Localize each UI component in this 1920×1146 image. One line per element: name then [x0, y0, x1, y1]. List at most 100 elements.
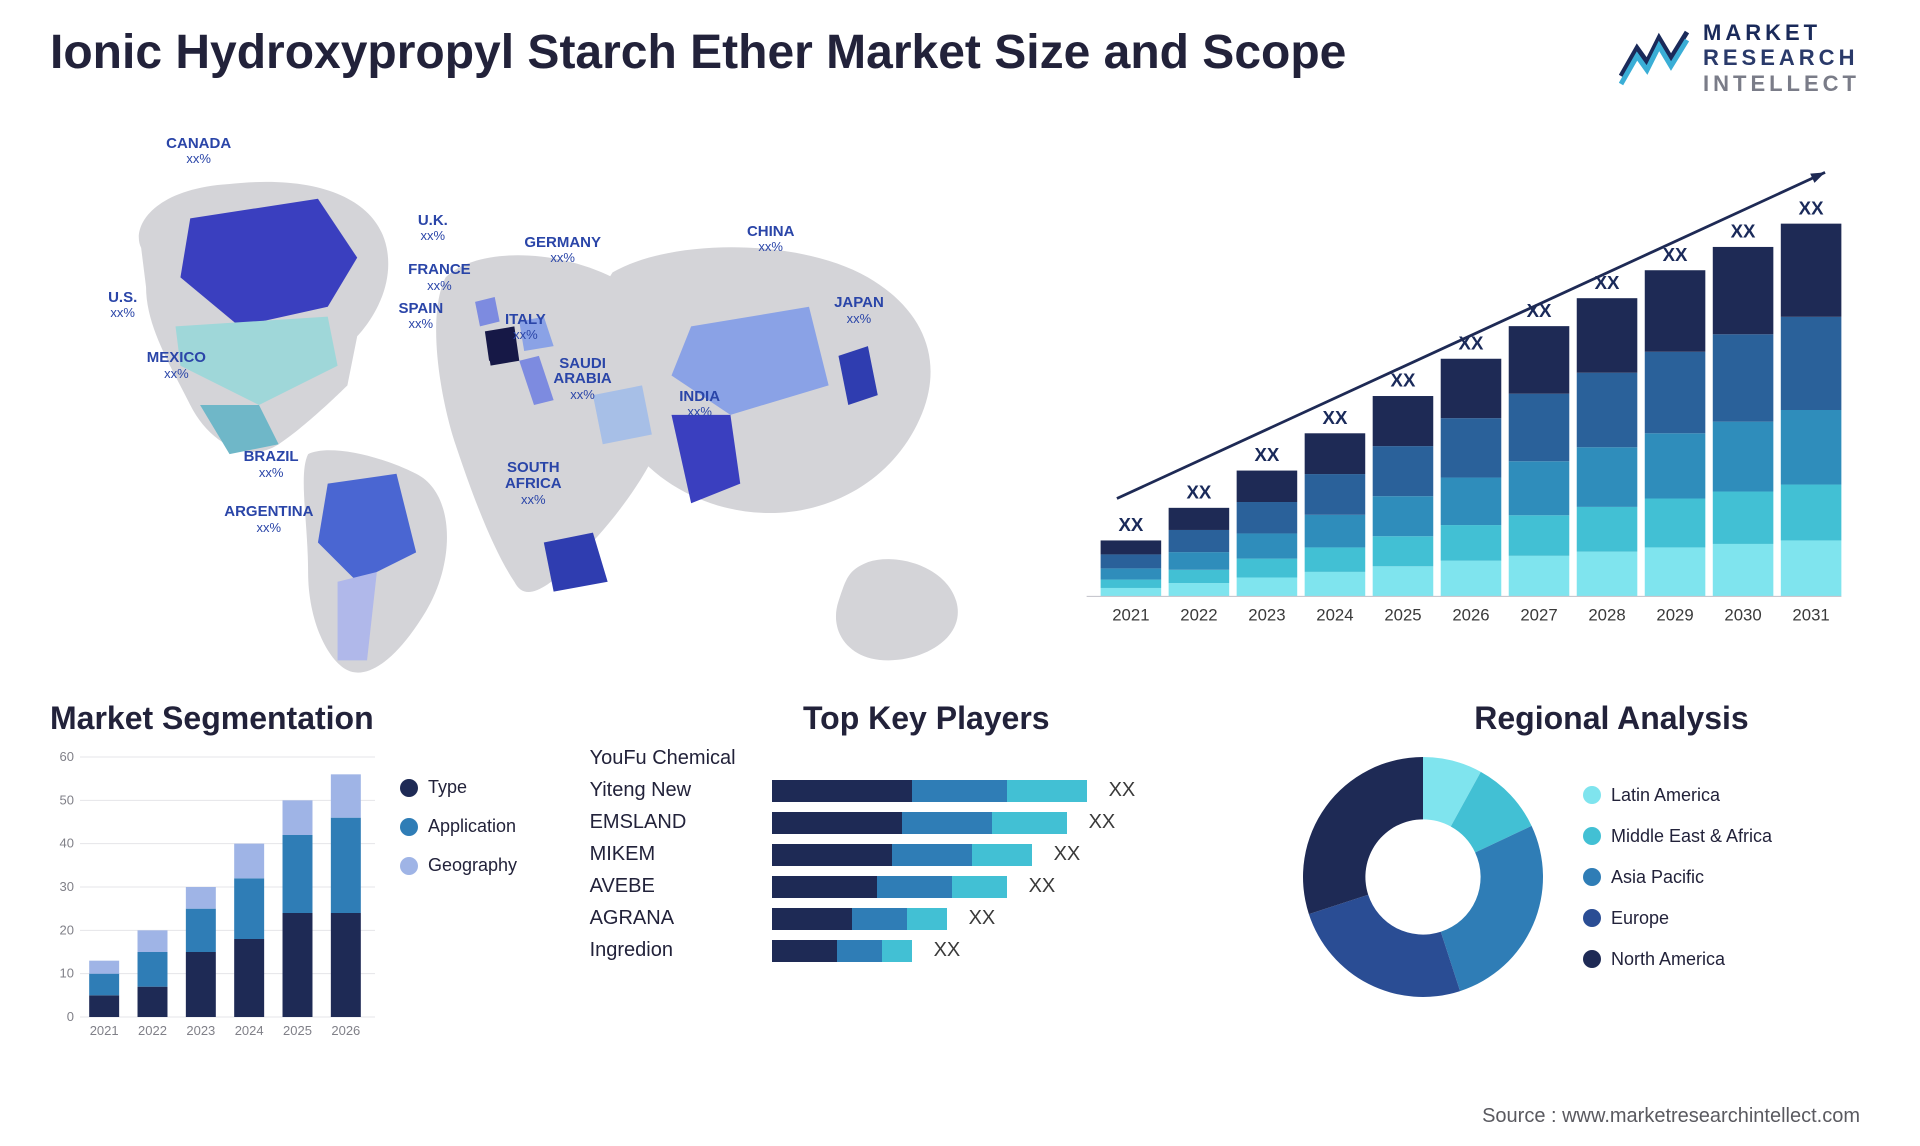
svg-text:XX: XX [1391, 370, 1416, 391]
legend-item: North America [1583, 949, 1772, 970]
map-label: SOUTHAFRICAxx% [505, 460, 562, 507]
legend-item: Type [400, 777, 517, 798]
svg-text:XX: XX [1663, 244, 1688, 265]
map-label: U.S.xx% [108, 290, 137, 322]
legend-item: Geography [400, 855, 517, 876]
segmentation-legend: TypeApplicationGeography [400, 777, 517, 876]
player-bar [772, 940, 912, 962]
legend-label: North America [1611, 949, 1725, 970]
map-label: ITALYxx% [505, 312, 546, 344]
svg-text:2022: 2022 [138, 1023, 167, 1038]
player-bar [772, 876, 1007, 898]
svg-text:2023: 2023 [186, 1023, 215, 1038]
svg-text:2021: 2021 [90, 1023, 119, 1038]
logo-line3: INTELLECT [1703, 71, 1860, 96]
map-label: JAPANxx% [834, 295, 884, 327]
legend-dot [1583, 950, 1601, 968]
player-bar [772, 908, 947, 930]
player-value: XX [1109, 779, 1136, 802]
legend-label: Geography [428, 855, 517, 876]
player-value: XX [934, 939, 961, 962]
legend-label: Type [428, 777, 467, 798]
svg-text:10: 10 [60, 966, 74, 981]
brand-logo: MARKET RESEARCH INTELLECT [1619, 20, 1860, 96]
svg-text:2025: 2025 [1384, 606, 1421, 625]
svg-text:2030: 2030 [1724, 606, 1761, 625]
map-label: ARGENTINAxx% [224, 504, 313, 536]
player-value: XX [969, 907, 996, 930]
logo-line2: RESEARCH [1703, 45, 1860, 70]
player-row: AVEBEXX [590, 875, 1263, 898]
player-name: MIKEM [590, 843, 760, 866]
map-label: MEXICOxx% [147, 350, 206, 382]
logo-icon [1619, 28, 1689, 88]
svg-text:2021: 2021 [1112, 606, 1149, 625]
svg-text:2023: 2023 [1248, 606, 1285, 625]
map-label: INDIAxx% [679, 389, 720, 421]
regional-title: Regional Analysis [1293, 700, 1920, 737]
svg-text:2028: 2028 [1588, 606, 1625, 625]
svg-text:2026: 2026 [331, 1023, 360, 1038]
player-bar [772, 844, 1032, 866]
svg-text:2024: 2024 [235, 1023, 264, 1038]
segmentation-chart: 0102030405060202120222023202420252026 [50, 747, 380, 1047]
source-attribution: Source : www.marketresearchintellect.com [1482, 1105, 1860, 1128]
svg-text:30: 30 [60, 879, 74, 894]
svg-text:2024: 2024 [1316, 606, 1353, 625]
svg-text:XX: XX [1731, 221, 1756, 242]
player-row: AGRANA XX [590, 907, 1263, 930]
legend-item: Latin America [1583, 785, 1772, 806]
player-name: AVEBE [590, 875, 760, 898]
legend-dot [400, 857, 418, 875]
legend-item: Middle East & Africa [1583, 826, 1772, 847]
player-name: YouFu Chemical [590, 747, 760, 770]
map-label: CANADAxx% [166, 136, 231, 168]
regional-donut [1293, 747, 1553, 1007]
player-row: EMSLAND XX [590, 811, 1263, 834]
player-row: Yiteng New XX [590, 779, 1263, 802]
map-label: SPAINxx% [398, 301, 443, 333]
svg-text:2029: 2029 [1656, 606, 1693, 625]
player-bar [772, 780, 1087, 802]
legend-dot [1583, 868, 1601, 886]
player-name: Yiteng New [590, 779, 760, 802]
svg-text:XX: XX [1323, 407, 1348, 428]
svg-text:60: 60 [60, 749, 74, 764]
player-value: XX [1054, 843, 1081, 866]
player-bar [772, 812, 1067, 834]
player-row: IngredionXX [590, 939, 1263, 962]
player-name: EMSLAND [590, 811, 760, 834]
legend-dot [1583, 827, 1601, 845]
player-value: XX [1089, 811, 1116, 834]
svg-text:2022: 2022 [1180, 606, 1217, 625]
svg-text:XX: XX [1118, 514, 1143, 535]
svg-text:2027: 2027 [1520, 606, 1557, 625]
player-row: YouFu Chemical [590, 747, 1263, 770]
legend-dot [400, 818, 418, 836]
svg-text:XX: XX [1186, 482, 1211, 503]
map-label: FRANCExx% [408, 262, 471, 294]
svg-text:2031: 2031 [1792, 606, 1829, 625]
svg-text:50: 50 [60, 792, 74, 807]
page-title: Ionic Hydroxypropyl Starch Ether Market … [50, 25, 1346, 80]
svg-text:2026: 2026 [1452, 606, 1489, 625]
legend-item: Asia Pacific [1583, 867, 1772, 888]
player-name: AGRANA [590, 907, 760, 930]
legend-dot [1583, 786, 1601, 804]
legend-item: Europe [1583, 908, 1772, 929]
regional-panel: Regional Analysis Latin America Middle Ea… [1293, 700, 1920, 1086]
legend-label: Asia Pacific [1611, 867, 1704, 888]
map-label: U.K.xx% [418, 213, 448, 245]
svg-text:2025: 2025 [283, 1023, 312, 1038]
legend-label: Europe [1611, 908, 1669, 929]
growth-bar-chart: 2021 2022 2023 2024 2025 2026 2027 2028 2029 2030… [1058, 130, 1870, 680]
segmentation-title: Market Segmentation [50, 700, 560, 737]
key-players-panel: Top Key Players YouFu ChemicalYiteng New… [590, 700, 1263, 1086]
legend-label: Middle East & Africa [1611, 826, 1772, 847]
map-label: BRAZILxx% [244, 449, 299, 481]
legend-label: Latin America [1611, 785, 1720, 806]
legend-dot [400, 779, 418, 797]
legend-dot [1583, 909, 1601, 927]
svg-text:XX: XX [1255, 444, 1280, 465]
map-label: GERMANYxx% [524, 235, 601, 267]
